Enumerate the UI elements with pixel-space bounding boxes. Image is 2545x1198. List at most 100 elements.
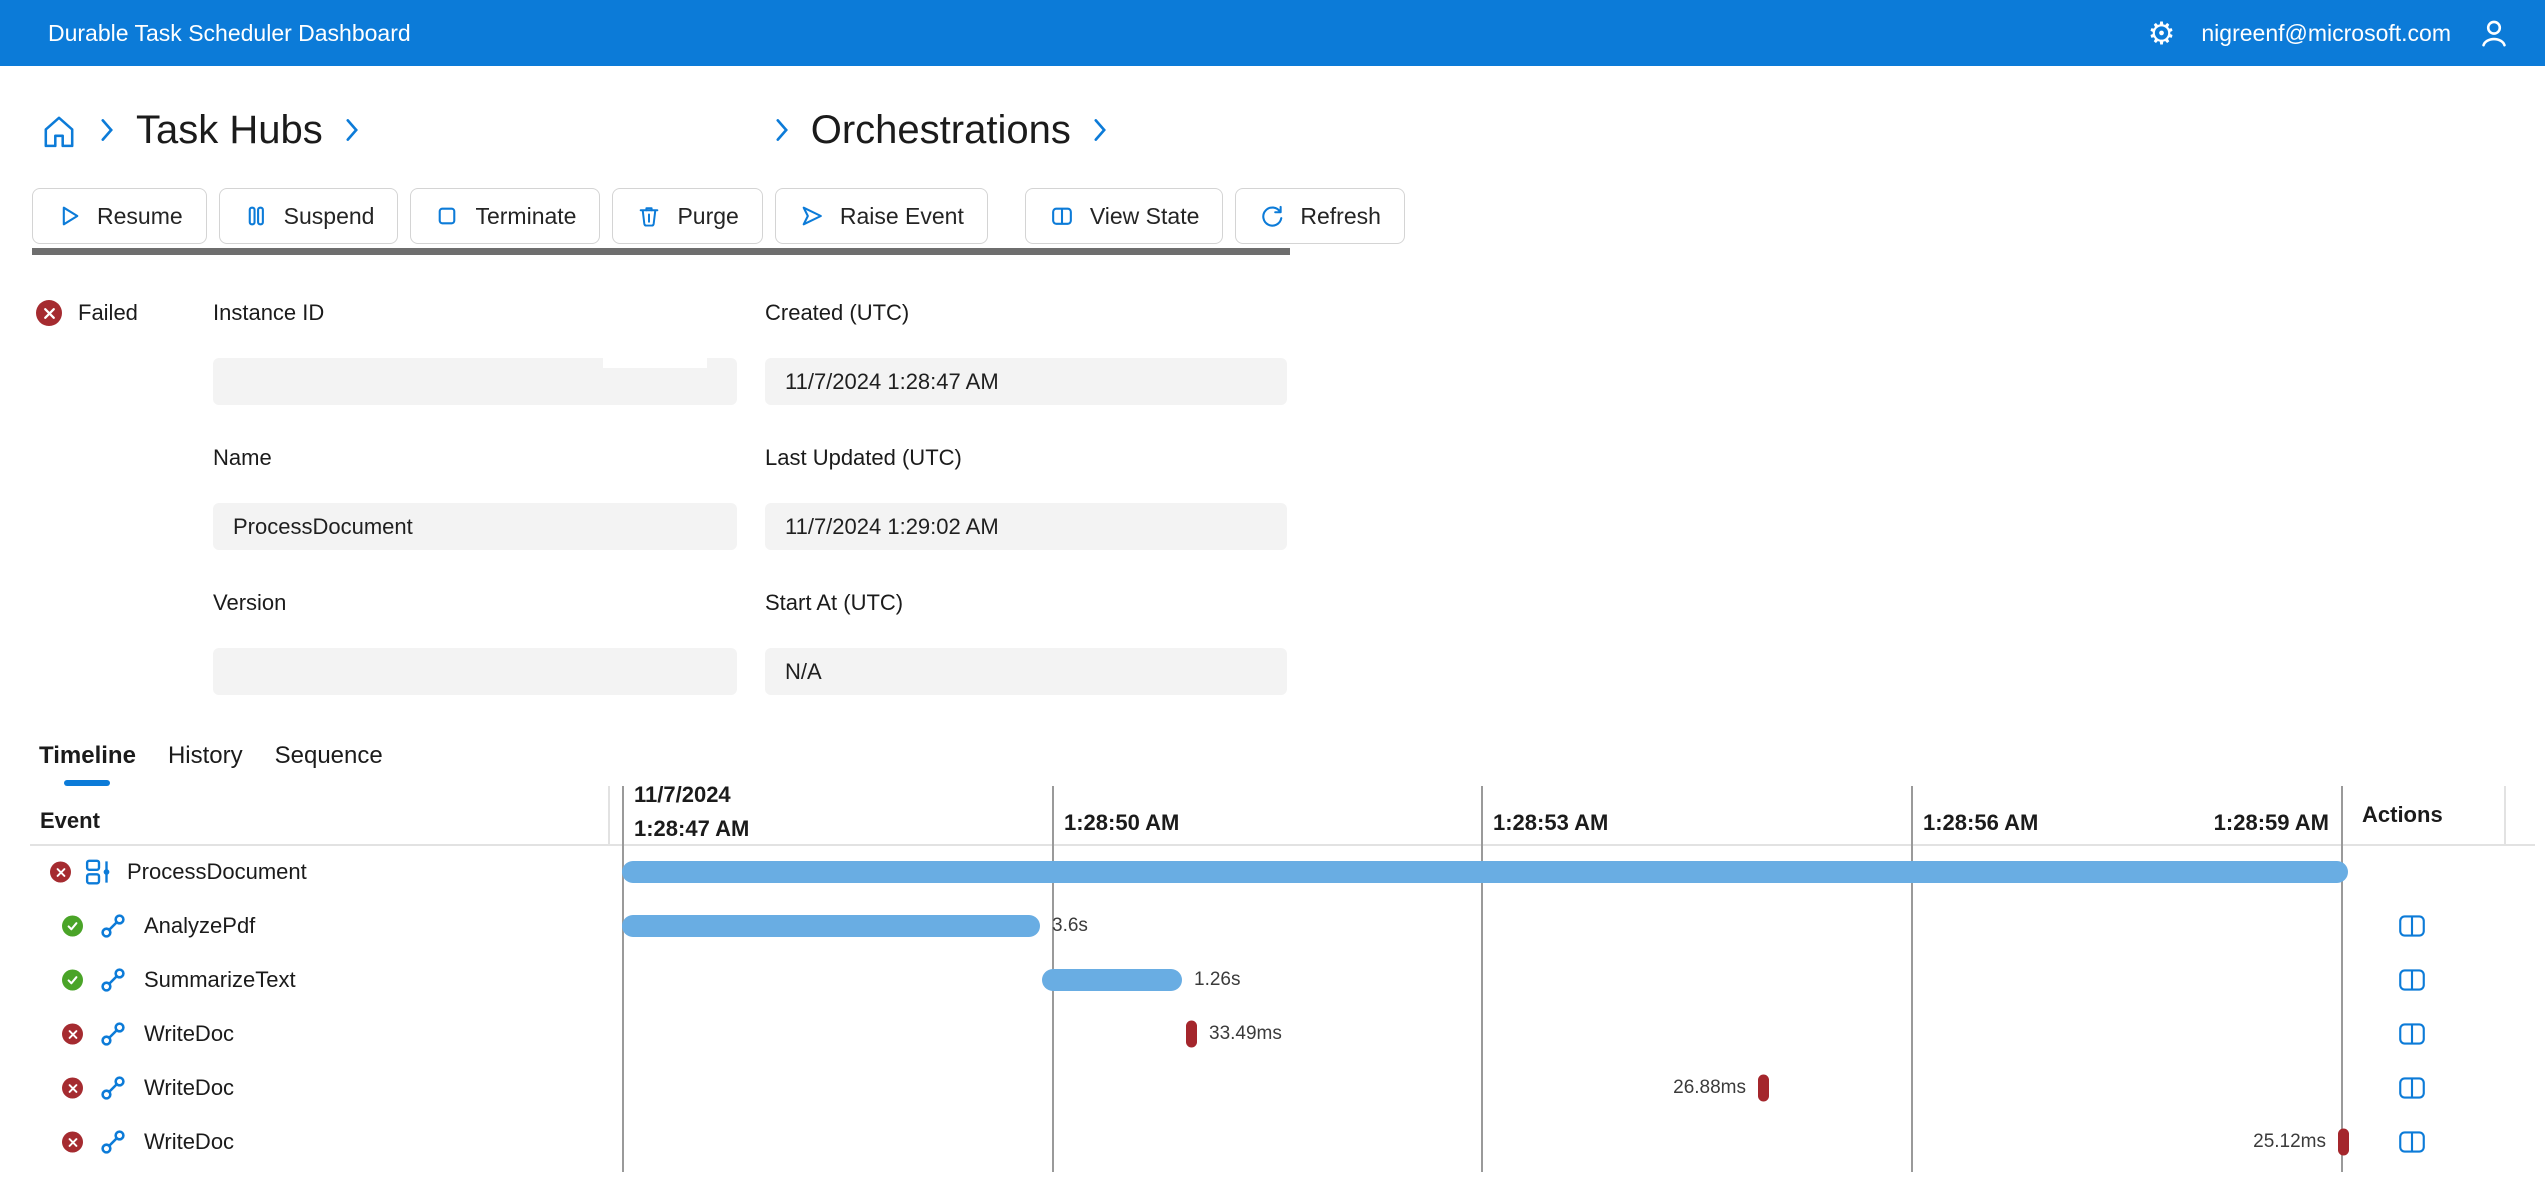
activity-icon: [99, 912, 127, 940]
timeline-bar[interactable]: [622, 861, 2348, 883]
chevron-right-icon: [775, 118, 789, 142]
start-at-label: Start At (UTC): [765, 590, 904, 615]
top-bar: Durable Task Scheduler Dashboard ⚙ nigre…: [0, 0, 2545, 66]
breadcrumb-orchestrations[interactable]: Orchestrations: [810, 107, 1071, 152]
play-icon: [56, 203, 82, 229]
activity-icon: [99, 1020, 127, 1048]
version-value: [213, 648, 737, 695]
trash-icon: [636, 203, 662, 229]
tab-timeline[interactable]: Timeline: [39, 742, 136, 778]
view-state-row-icon[interactable]: [2398, 1076, 2426, 1100]
activity-icon: [99, 966, 127, 994]
gridline: [1911, 786, 1913, 1172]
status-badge: Failed: [36, 300, 138, 326]
duration-label: 26.88ms: [1673, 1077, 1746, 1098]
event-name: SummarizeText: [144, 967, 296, 992]
header-bottom-border: [30, 844, 2535, 846]
chevron-right-icon: [1093, 118, 1107, 142]
timeline-row: WriteDoc 26.88ms: [0, 1061, 2545, 1115]
status-failed-icon: [62, 1077, 83, 1099]
axis-date: 11/7/2024: [634, 782, 731, 807]
duration-label: 1.26s: [1194, 969, 1241, 990]
breadcrumb: Task Hubs Orchestrations: [40, 100, 1129, 160]
event-name: ProcessDocument: [127, 859, 307, 884]
refresh-icon: [1259, 203, 1285, 229]
tab-bar: Timeline History Sequence: [39, 742, 383, 778]
view-state-row-icon[interactable]: [2398, 968, 2426, 992]
tab-history[interactable]: History: [167, 742, 243, 769]
timeline-row: WriteDoc 33.49ms: [0, 1007, 2545, 1061]
duration-label: 3.6s: [1052, 915, 1088, 936]
event-name: WriteDoc: [144, 1129, 235, 1154]
name-label: Name: [213, 445, 272, 470]
view-state-row-icon[interactable]: [2398, 1022, 2426, 1046]
orchestration-icon: [84, 857, 114, 887]
view-state-row-icon[interactable]: [2398, 1130, 2426, 1154]
actions-column-header: Actions: [2362, 802, 2443, 827]
axis-tick: 1:28:53 AM: [1493, 810, 1609, 835]
gear-icon[interactable]: ⚙: [2147, 15, 2176, 51]
redaction-artifact: [603, 358, 707, 368]
created-label: Created (UTC): [765, 300, 910, 325]
resume-button[interactable]: Resume: [32, 188, 207, 244]
gridline: [622, 786, 624, 1172]
gridline: [1481, 786, 1483, 1172]
chevron-right-icon: [345, 118, 359, 142]
axis-tick: 1:28:59 AM: [2213, 810, 2329, 835]
tab-sequence[interactable]: Sequence: [274, 742, 383, 769]
status-succeeded-icon: [62, 915, 83, 937]
created-value: 11/7/2024 1:28:47 AM: [765, 358, 1287, 405]
send-icon: [799, 203, 825, 229]
instance-id-label: Instance ID: [213, 300, 325, 325]
version-label: Version: [213, 590, 287, 615]
terminate-button[interactable]: Terminate: [410, 188, 601, 244]
view-state-button[interactable]: View State: [1024, 188, 1224, 244]
timeline-row: AnalyzePdf 3.6s: [0, 899, 2545, 953]
event-name: WriteDoc: [144, 1021, 235, 1046]
person-icon[interactable]: [2477, 16, 2511, 50]
failed-status-icon: [36, 300, 62, 326]
raise-event-button[interactable]: Raise Event: [774, 188, 988, 244]
duration-label: 25.12ms: [2253, 1131, 2326, 1152]
chevron-right-icon: [100, 118, 114, 142]
header-divider-line: [608, 786, 610, 844]
timeline-bar[interactable]: [622, 915, 1040, 937]
timeline-bar[interactable]: [1758, 1074, 1769, 1102]
home-icon[interactable]: [40, 111, 78, 149]
activity-icon: [99, 1074, 127, 1102]
status-label: Failed: [78, 300, 138, 325]
axis-time: 1:28:47 AM: [634, 816, 750, 841]
timeline-bar[interactable]: [1186, 1020, 1197, 1048]
status-failed-icon: [62, 1023, 83, 1045]
axis-tick-first: 11/7/2024 1:28:47 AM: [634, 782, 749, 842]
last-updated-value: 11/7/2024 1:29:02 AM: [765, 503, 1287, 550]
header-divider-line: [2504, 786, 2506, 844]
purge-button[interactable]: Purge: [612, 188, 763, 244]
timeline-bar[interactable]: [1042, 969, 1182, 991]
breadcrumb-task-hubs[interactable]: Task Hubs: [136, 107, 323, 152]
name-value: ProcessDocument: [213, 503, 737, 550]
gridline: [2341, 786, 2343, 1172]
pause-icon: [243, 203, 269, 229]
refresh-button[interactable]: Refresh: [1235, 188, 1405, 244]
split-pane-icon: [1049, 203, 1075, 229]
activity-icon: [99, 1128, 127, 1156]
orchestration-toolbar: Resume Suspend Terminate Purge: [32, 188, 1405, 244]
stop-icon: [434, 203, 460, 229]
axis-tick: 1:28:56 AM: [1923, 810, 2039, 835]
timeline-bar[interactable]: [2338, 1128, 2349, 1156]
timeline-row: ProcessDocument: [0, 845, 2545, 899]
event-name: WriteDoc: [144, 1075, 235, 1100]
start-at-value: N/A: [765, 648, 1287, 695]
suspend-button[interactable]: Suspend: [218, 188, 399, 244]
section-divider: [32, 248, 1290, 255]
event-name: AnalyzePdf: [144, 913, 256, 938]
axis-tick: 1:28:50 AM: [1064, 810, 1180, 835]
user-email: nigreenf@microsoft.com: [2201, 19, 2451, 46]
duration-label: 33.49ms: [1209, 1023, 1282, 1044]
status-failed-icon: [50, 861, 71, 883]
view-state-row-icon[interactable]: [2398, 914, 2426, 938]
instance-id-value: [213, 358, 737, 405]
app-title: Durable Task Scheduler Dashboard: [48, 19, 411, 46]
